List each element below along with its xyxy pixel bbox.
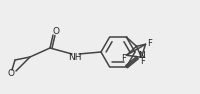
Text: N: N	[138, 51, 145, 60]
Text: O: O	[8, 69, 14, 78]
Text: NH: NH	[68, 53, 82, 63]
Text: O: O	[52, 28, 60, 36]
Text: F: F	[121, 54, 126, 63]
Text: F: F	[140, 57, 145, 66]
Text: F: F	[147, 39, 152, 48]
